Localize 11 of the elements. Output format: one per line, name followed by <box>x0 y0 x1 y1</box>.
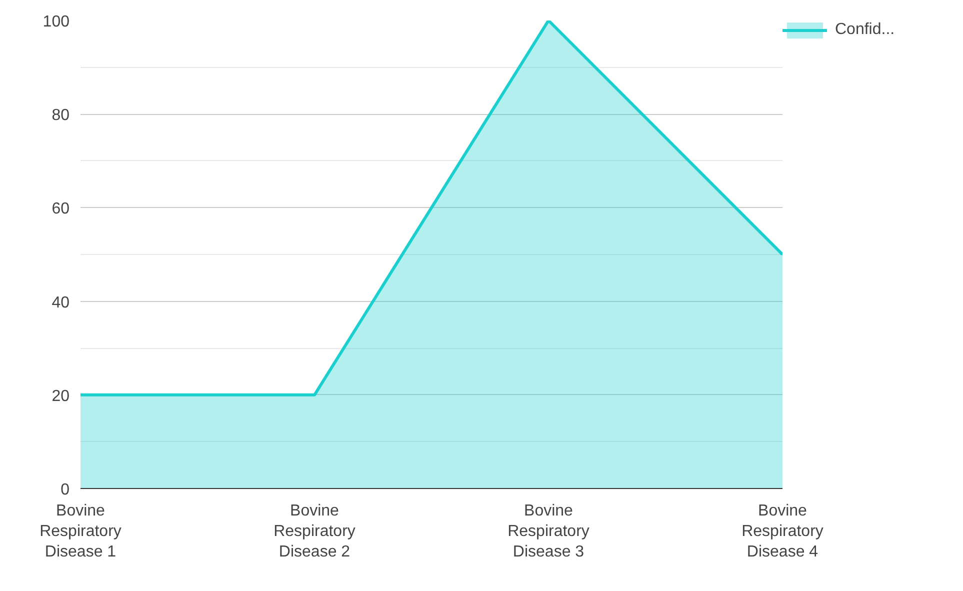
y-tick-label: 60 <box>52 200 70 218</box>
x-tick-label: Bovine Respiratory Disease 4 <box>742 502 824 560</box>
y-tick-label: 100 <box>42 14 70 30</box>
x-tick-label: Bovine Respiratory Disease 2 <box>274 502 356 560</box>
legend-label: Confid... <box>835 21 895 39</box>
x-tick-label: Bovine Respiratory Disease 3 <box>508 502 590 560</box>
y-tick-label: 40 <box>52 294 70 312</box>
x-tick-label: Bovine Respiratory Disease 1 <box>40 502 122 560</box>
y-tick-label: 20 <box>52 388 70 405</box>
y-tick-label: 80 <box>52 107 70 124</box>
y-tick-label: 0 <box>60 482 70 498</box>
